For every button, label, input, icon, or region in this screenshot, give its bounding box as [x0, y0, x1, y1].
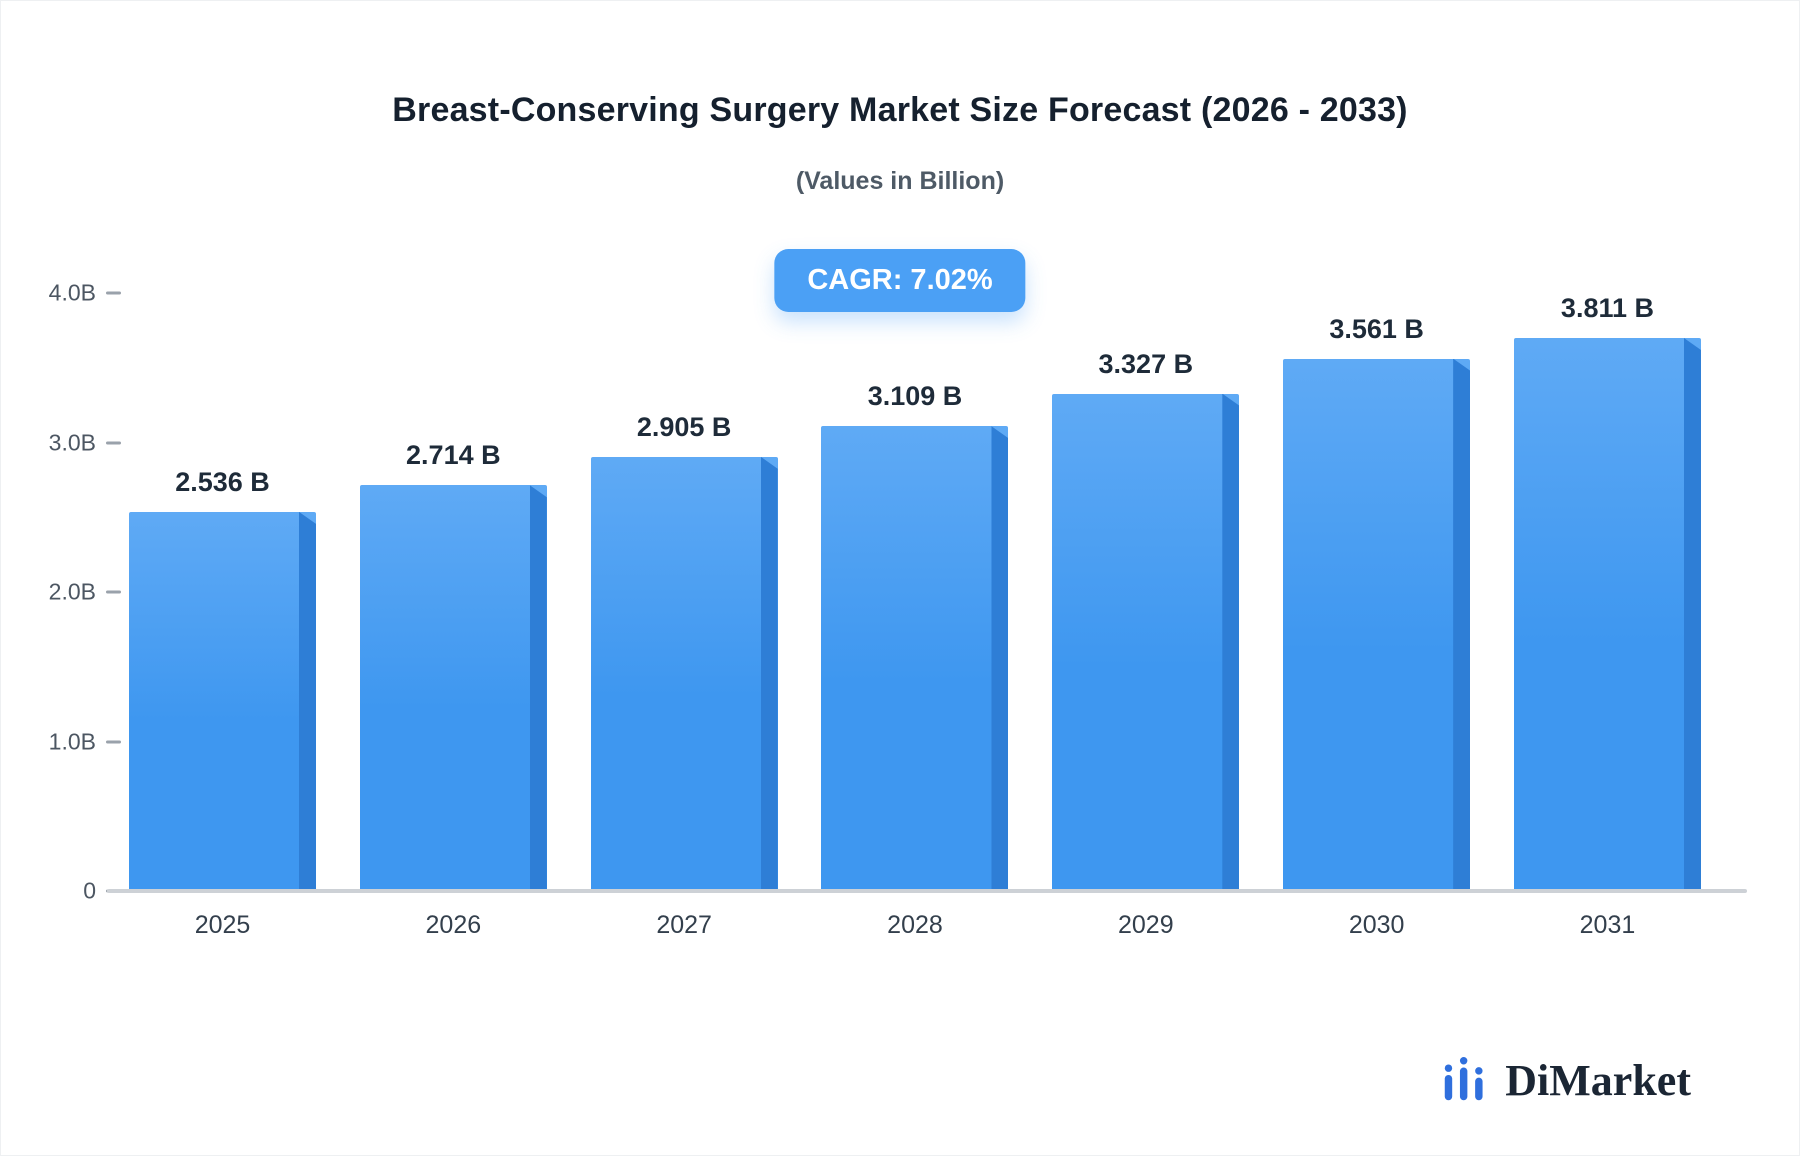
brand-name: DiMarket — [1505, 1055, 1691, 1105]
y-tick-label: 4.0B — [48, 279, 96, 306]
y-tick-mark — [106, 590, 121, 594]
bar-group: 2.536 B 2025 — [129, 293, 316, 939]
bar — [1052, 393, 1240, 891]
x-axis-label: 2027 — [656, 911, 712, 939]
bar-value-label: 2.714 B — [406, 440, 501, 471]
bar-group: 3.109 B 2028 — [821, 293, 1009, 939]
y-axis: 4.0B 3.0B 2.0B 1.0B 0 — [19, 280, 129, 904]
x-axis-label: 2025 — [194, 911, 251, 939]
bar-group: 2.714 B 2026 — [359, 293, 547, 939]
chart-title: Breast-Conserving Surgery Market Size Fo… — [392, 91, 1408, 129]
y-tick-mark — [106, 291, 121, 295]
bar-value-label: 2.536 B — [175, 466, 270, 497]
x-axis-label: 2029 — [1118, 911, 1174, 939]
bar-value-label: 3.109 B — [867, 381, 963, 412]
bar — [821, 426, 1009, 891]
bar-group: 3.811 B 2031 — [1513, 293, 1701, 939]
brand-logo: DiMarket — [1437, 1053, 1691, 1107]
y-tick: 1.0B — [49, 728, 121, 755]
bar-value-label: 3.561 B — [1329, 313, 1424, 344]
y-tick: 2.0B — [49, 579, 121, 606]
bar-value-label: 3.811 B — [1560, 293, 1654, 323]
bar-value-label: 2.905 B — [636, 411, 732, 442]
bar — [590, 456, 778, 891]
bar — [1513, 338, 1701, 891]
chart-subtitle: (Values in Billion) — [795, 167, 1005, 195]
y-tick-label: 1.0B — [48, 728, 96, 754]
bar-group: 3.561 B 2030 — [1283, 293, 1471, 939]
bar — [129, 511, 316, 891]
plot-area: 4.0B 3.0B 2.0B 1.0B 0 2.536 B 2025 2.714 B 2026… — [49, 280, 1747, 939]
y-tick-label: 3.0B — [48, 429, 96, 455]
bar-group: 2.905 B 2027 — [590, 293, 778, 939]
bar-group: 3.327 B 2029 — [1052, 293, 1240, 939]
x-axis-label: 2030 — [1348, 911, 1405, 939]
dimarket-logo-icon — [1437, 1053, 1491, 1107]
y-tick: 4.0B — [49, 280, 121, 307]
y-tick-label: 0 — [83, 877, 96, 904]
y-tick-mark — [106, 740, 121, 743]
x-axis-label: 2031 — [1579, 911, 1636, 939]
bar — [1283, 358, 1471, 891]
y-tick-label: 2.0B — [48, 578, 96, 605]
bar-value-label: 3.327 B — [1098, 348, 1194, 379]
x-axis-label: 2028 — [887, 911, 943, 939]
x-axis-line — [107, 889, 1747, 893]
bars: 2.536 B 2025 2.714 B 2026 2.905 B 2027 3.109 B… — [129, 293, 1701, 939]
bar — [359, 485, 547, 891]
y-tick: 3.0B — [49, 429, 121, 456]
x-axis-label: 2026 — [425, 911, 482, 939]
y-tick-mark — [106, 441, 121, 444]
cagr-badge: CAGR: 7.02% — [774, 249, 1026, 312]
